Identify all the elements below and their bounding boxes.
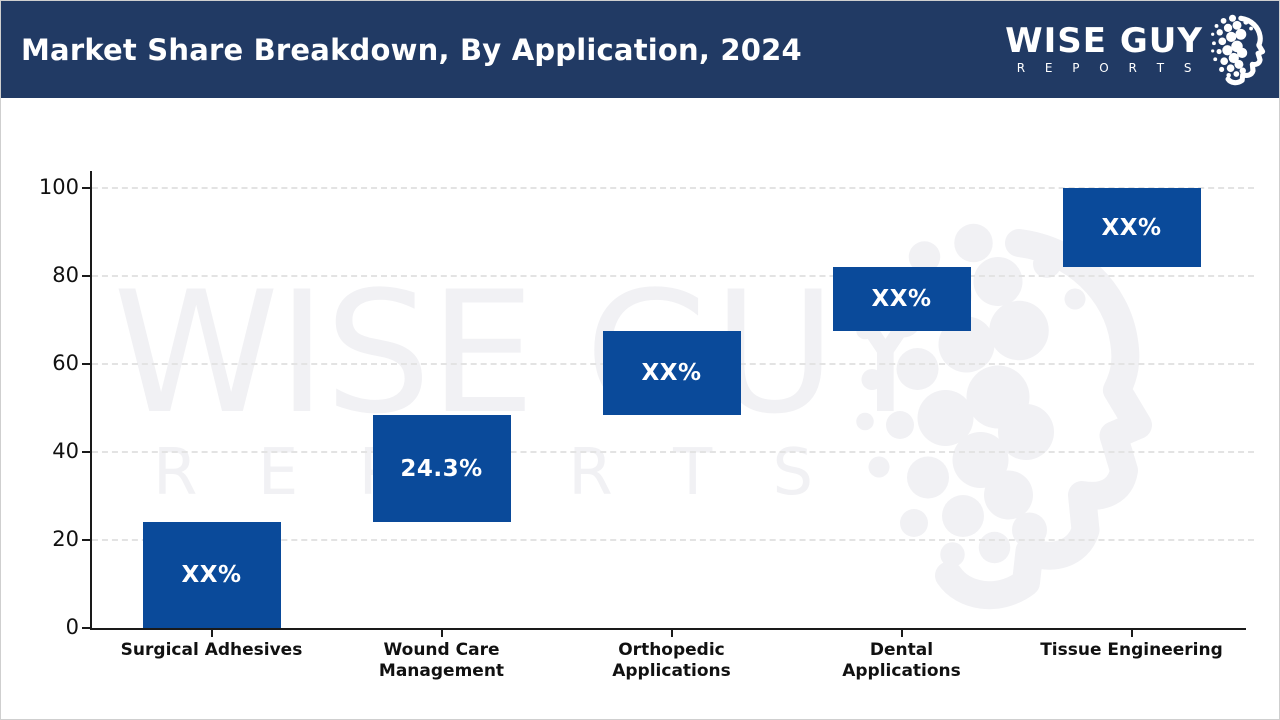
watermark-text-line1: WISE GUY (113, 255, 937, 451)
y-tick-label-100: 100 (38, 175, 79, 199)
x-tick (210, 630, 213, 637)
x-axis-line (90, 628, 1246, 630)
brand-logo: WISE GUY R E P O R T S (1005, 5, 1269, 93)
brand-logo-text: WISE GUY R E P O R T S (1005, 20, 1203, 76)
y-tick-label-20: 20 (52, 527, 79, 551)
header-bar: Market Share Breakdown, By Application, … (1, 1, 1279, 98)
bar-segment: XX% (142, 522, 281, 628)
brand-name: WISE GUY (1005, 20, 1203, 61)
y-tick-label-80: 80 (52, 263, 79, 287)
page-title: Market Share Breakdown, By Application, … (21, 32, 802, 67)
bar-value-label: 24.3% (400, 455, 483, 482)
bar-segment: 24.3% (372, 415, 511, 523)
x-tick (1130, 630, 1133, 637)
category-label: Dental Applications (842, 640, 961, 681)
y-tick-80 (82, 275, 91, 277)
y-tick-100 (82, 187, 91, 189)
gridline-40 (92, 451, 1254, 453)
bar-value-label: XX% (1101, 214, 1162, 241)
gridline-80 (92, 275, 1254, 277)
brand-head-icon (1211, 14, 1266, 86)
category-label: Wound Care Management (378, 640, 505, 681)
bar-segment: XX% (602, 331, 741, 416)
y-tick-label-0: 0 (65, 615, 79, 639)
bar-value-label: XX% (871, 286, 932, 313)
y-tick-label-40: 40 (52, 439, 79, 463)
bar-segment: XX% (832, 267, 971, 331)
x-tick (440, 630, 443, 637)
gridline-20 (92, 539, 1254, 541)
y-tick-0 (82, 627, 91, 629)
gridline-100 (92, 187, 1254, 189)
x-tick (900, 630, 903, 637)
brand-subtitle: R E P O R T S (1016, 61, 1200, 76)
y-axis-line (90, 171, 92, 630)
bar-segment: XX% (1062, 188, 1201, 268)
category-label: Surgical Adhesives (120, 640, 303, 660)
y-tick-60 (82, 363, 91, 365)
bar-value-label: XX% (641, 360, 702, 387)
y-tick-20 (82, 539, 91, 541)
category-label: Tissue Engineering (1040, 640, 1223, 660)
category-label: Orthopedic Applications (612, 640, 731, 681)
y-tick-40 (82, 451, 91, 453)
bar-value-label: XX% (181, 562, 242, 589)
x-tick (670, 630, 673, 637)
y-tick-label-60: 60 (52, 351, 79, 375)
